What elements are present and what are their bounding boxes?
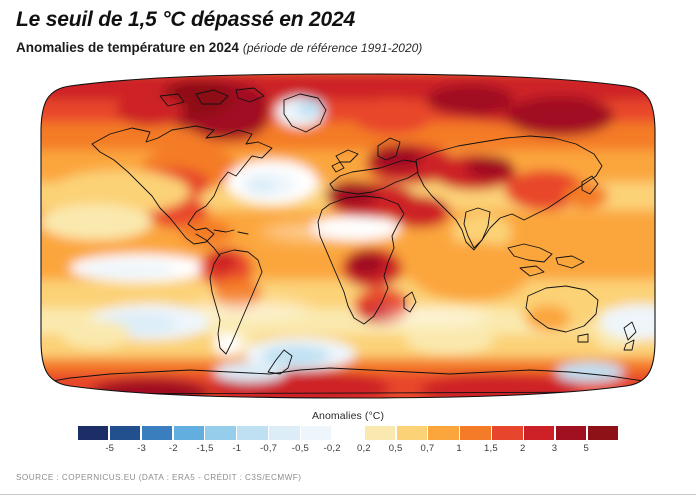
legend-swatch: [587, 426, 619, 440]
legend-swatch: [364, 426, 396, 440]
legend-tick: 0,7: [420, 443, 435, 454]
legend-tick: 3: [551, 443, 558, 454]
legend-tick: 0,2: [356, 443, 371, 454]
legend-swatch: [301, 426, 332, 440]
chart-header: Le seuil de 1,5 °C dépassé en 2024 Anoma…: [16, 8, 680, 57]
legend-tick: -0,7: [259, 443, 278, 454]
legend-swatch: [428, 426, 459, 440]
legend-tick: 1,5: [484, 443, 498, 454]
bottom-divider: [0, 494, 696, 495]
legend-swatch: [205, 426, 236, 440]
source-credit: SOURCE : COPERNICUS.EU (DATA : ERA5 - CR…: [16, 473, 302, 482]
legend-tick: 0,5: [388, 443, 403, 454]
legend-swatch: [269, 426, 300, 440]
legend-swatch: [555, 426, 587, 440]
legend-tick-labels: -5 -3 -2 -1,5 -1 -0,7 -0,5 -0,2 0,2 0,5 0,7 1 1,5 2 3 5: [78, 443, 618, 457]
legend-tick: 2: [519, 443, 526, 454]
legend-tick: -3: [137, 443, 146, 454]
legend-tick: 5: [583, 443, 589, 454]
legend-title: Anomalies (°C): [311, 410, 385, 422]
legend-swatch: [332, 426, 364, 440]
map-outline: [40, 73, 656, 399]
map-legend: Anomalies (°C) -5 -3 -2 -1,5 -1 -0,7 -0,5 -0,2 0…: [0, 410, 696, 457]
legend-tick: -0,2: [323, 443, 341, 454]
legend-swatch: [237, 426, 268, 440]
legend-tick: -1,5: [196, 443, 214, 454]
legend-swatch: [173, 426, 204, 440]
legend-swatch: [141, 426, 173, 440]
anomaly-field: [41, 74, 655, 398]
chart-subtitle: Anomalies de température en 2024: [16, 40, 239, 56]
page-title: Le seuil de 1,5 °C dépassé en 2024: [16, 8, 355, 31]
legend-swatch: [524, 426, 555, 440]
world-anomaly-map: [0, 72, 696, 408]
subtitle-row: Anomalies de température en 2024 (période…: [16, 39, 680, 57]
legend-tick: -0,5: [291, 443, 309, 454]
legend-tick: -1: [232, 443, 242, 454]
legend-colorbar: [78, 426, 619, 440]
legend-tick: -5: [105, 443, 115, 454]
legend-tick: 1: [456, 443, 462, 454]
map-svg: [40, 73, 656, 399]
legend-swatch: [396, 426, 427, 440]
legend-swatch: [492, 426, 523, 440]
legend-tick: -2: [168, 443, 178, 454]
legend-swatch: [460, 426, 491, 440]
chart-subtitle-note: (période de référence 1991-2020): [242, 41, 423, 56]
legend-swatch: [109, 426, 141, 440]
legend-swatch: [78, 426, 109, 440]
